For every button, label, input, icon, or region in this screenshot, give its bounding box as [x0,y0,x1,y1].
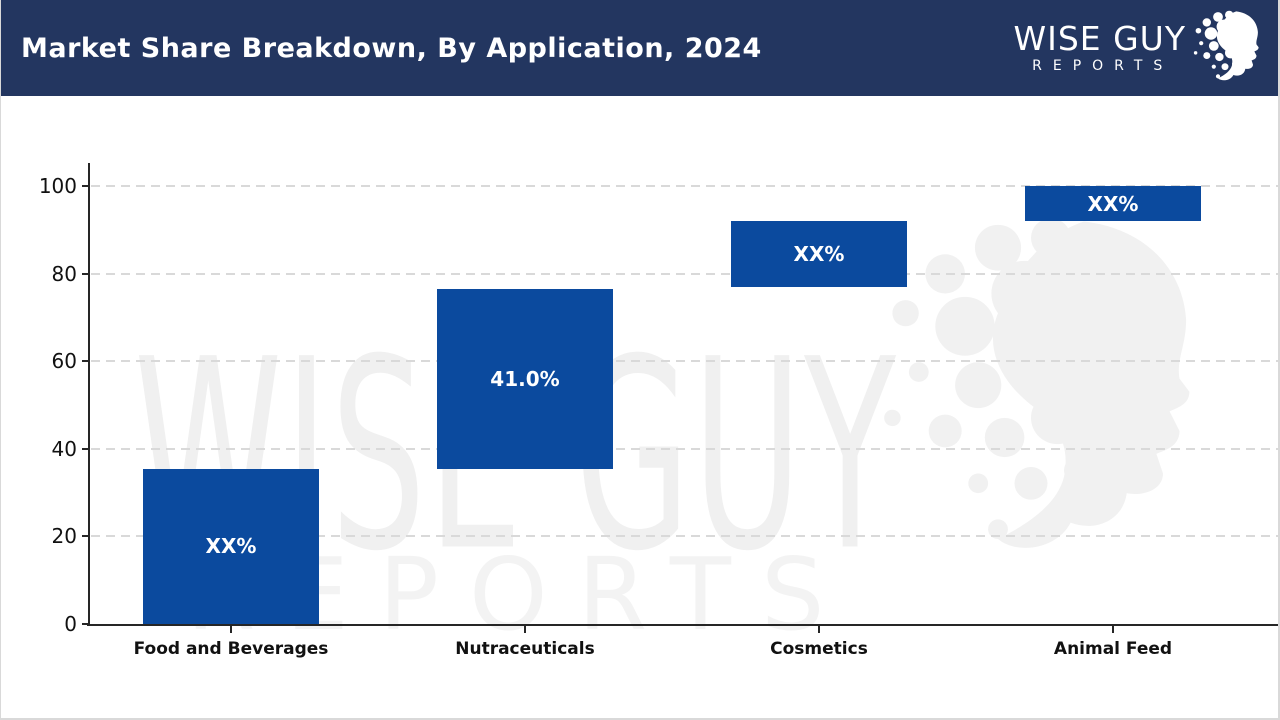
y-tick-60 [82,360,89,363]
header-band: Market Share Breakdown, By Application, … [1,0,1278,96]
gridline-40 [91,447,1278,450]
bar-value-label: XX% [205,534,257,559]
bar-nutraceuticals: 41.0% [437,288,613,469]
gridline-20 [91,535,1278,538]
bar-food-and-beverages: XX% [143,468,319,624]
chart-title: Market Share Breakdown, By Application, … [21,32,762,64]
wise-guy-reports-logo: WISE GUY REPORTS [1013,10,1260,86]
gridline-80 [91,272,1278,275]
y-tick-label-20: 20 [51,524,77,549]
x-tick-2 [818,626,820,633]
logo-name: WISE GUY [1013,19,1186,59]
x-category-label: Cosmetics [770,639,868,659]
y-tick-label-40: 40 [51,436,77,461]
x-axis-spine [87,624,1278,626]
x-tick-1 [524,626,526,633]
y-tick-label-0: 0 [64,612,77,636]
x-category-label: Animal Feed [1053,639,1173,659]
y-tick-80 [82,272,89,275]
y-tick-label-100: 100 [38,174,77,198]
logo-subtitle: REPORTS [1032,57,1174,74]
gridline-100 [91,185,1278,187]
x-category-label: Food and Beverages [133,639,329,659]
bar-value-label: XX% [1087,191,1139,216]
y-tick-40 [82,447,89,450]
y-tick-20 [82,535,89,538]
bar-value-label: 41.0% [490,366,560,391]
bar-cosmetics: XX% [731,221,907,287]
x-tick-3 [1112,626,1114,633]
x-tick-0 [230,626,232,633]
y-tick-100 [82,185,89,187]
bar-value-label: XX% [793,241,845,266]
gridline-60 [91,360,1278,363]
y-axis-spine [88,163,90,625]
y-tick-label-80: 80 [51,261,77,286]
y-tick-0 [82,623,89,625]
y-tick-label-60: 60 [51,349,77,374]
x-category-label: Nutraceuticals [455,639,595,659]
bar-animal-feed: XX% [1025,186,1201,222]
dotted-face-icon [1193,10,1259,81]
logo-text: WISE GUY REPORTS [1013,22,1186,74]
